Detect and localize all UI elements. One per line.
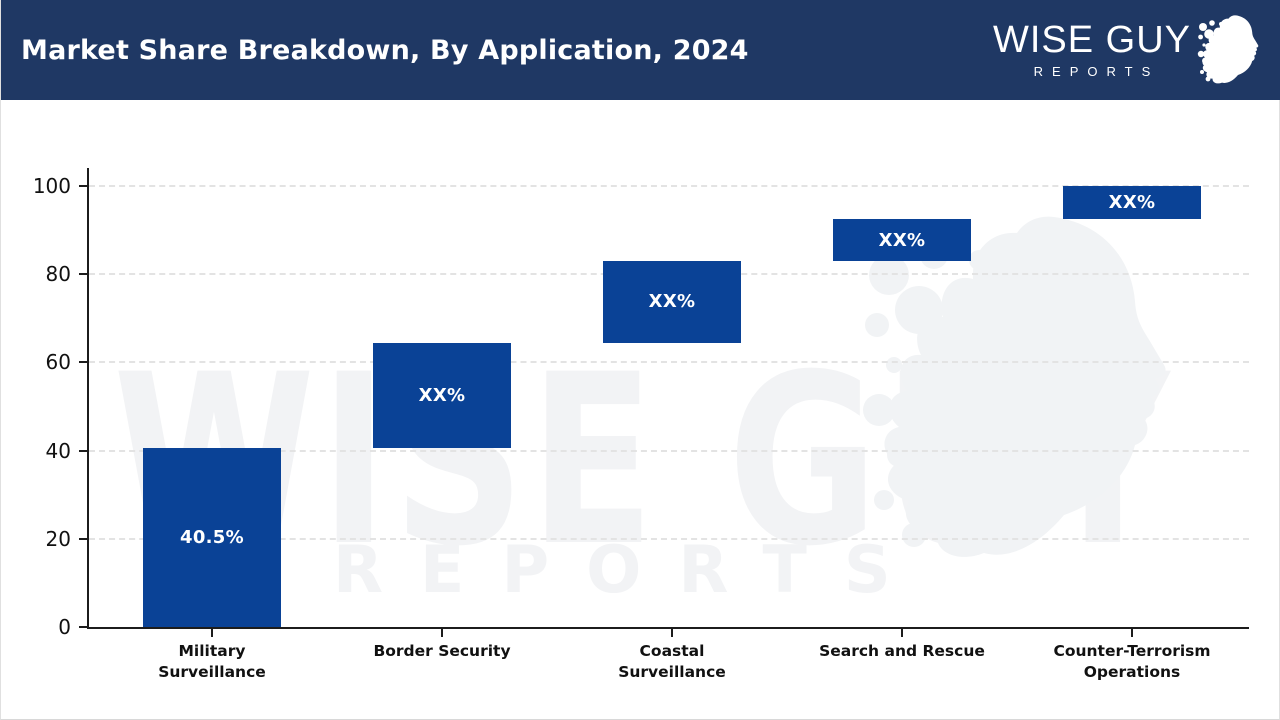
x-tick-3 [671, 629, 673, 637]
bar-value-label: XX% [418, 384, 466, 406]
y-tick-0 [79, 626, 89, 628]
header-band: Market Share Breakdown, By Application, … [1, 0, 1280, 100]
y-tick-80 [79, 273, 89, 276]
y-tick-label-0: 0 [58, 615, 71, 639]
category-label-line: Counter-Terrorism [1053, 642, 1211, 660]
x-axis-line [87, 627, 1249, 629]
bar-1: 40.5% [143, 448, 281, 627]
bar-2: XX% [373, 342, 511, 449]
y-tick-label-80: 80 [45, 262, 71, 287]
logo-subtitle: REPORTS [1033, 64, 1160, 79]
y-tick-label-40: 40 [45, 438, 71, 463]
page-title: Market Share Breakdown, By Application, … [21, 34, 749, 66]
category-label-line: Search and Rescue [819, 642, 985, 660]
bar-value-label: XX% [878, 229, 926, 251]
watermark-head-icon [859, 215, 1189, 565]
y-tick-100 [79, 185, 89, 187]
y-tick-20 [79, 537, 89, 540]
x-tick-4 [901, 629, 903, 637]
y-tick-label-60: 60 [45, 350, 71, 375]
wiseguy-head-icon [1197, 9, 1263, 91]
category-label-line: Surveillance [618, 663, 726, 681]
wiseguy-logo: WISE GUY REPORTS [993, 9, 1263, 91]
bar-4: XX% [833, 219, 971, 261]
x-tick-2 [441, 629, 443, 637]
y-tick-label-100: 100 [32, 174, 71, 198]
category-label: Coastal Surveillance [557, 641, 787, 683]
waterfall-chart: WISE GUY REPORTS 0 20 40 60 80 100 40.5% Milita… [1, 100, 1280, 720]
category-label-line: Border Security [373, 642, 511, 660]
bar-value-label: XX% [1108, 192, 1156, 214]
bar-value-label: 40.5% [180, 527, 244, 549]
category-label-line: Surveillance [158, 663, 266, 681]
category-label-line: Operations [1083, 663, 1181, 681]
category-label: Military Surveillance [97, 641, 327, 683]
gridline-60 [89, 361, 1249, 364]
x-tick-5 [1131, 629, 1133, 637]
watermark-text-line2: REPORTS [333, 533, 928, 608]
y-tick-label-20: 20 [45, 526, 71, 551]
category-label-line: Military [178, 642, 246, 660]
wiseguy-logo-text: WISE GUY REPORTS [993, 21, 1191, 79]
y-tick-40 [79, 449, 89, 452]
x-tick-1 [211, 629, 213, 637]
gridline-100 [89, 185, 1249, 187]
category-label: Search and Rescue [787, 641, 1017, 662]
y-axis-line [87, 168, 89, 629]
bar-3: XX% [603, 260, 741, 343]
gridline-40 [89, 449, 1249, 452]
category-label-line: Coastal [639, 642, 705, 660]
y-tick-60 [79, 361, 89, 364]
gridline-20 [89, 537, 1249, 540]
category-label: Border Security [327, 641, 557, 662]
logo-wordmark: WISE GUY [992, 19, 1191, 61]
bar-value-label: XX% [648, 291, 696, 313]
category-label: Counter-Terrorism Operations [1017, 641, 1247, 683]
bar-5: XX% [1063, 186, 1201, 220]
